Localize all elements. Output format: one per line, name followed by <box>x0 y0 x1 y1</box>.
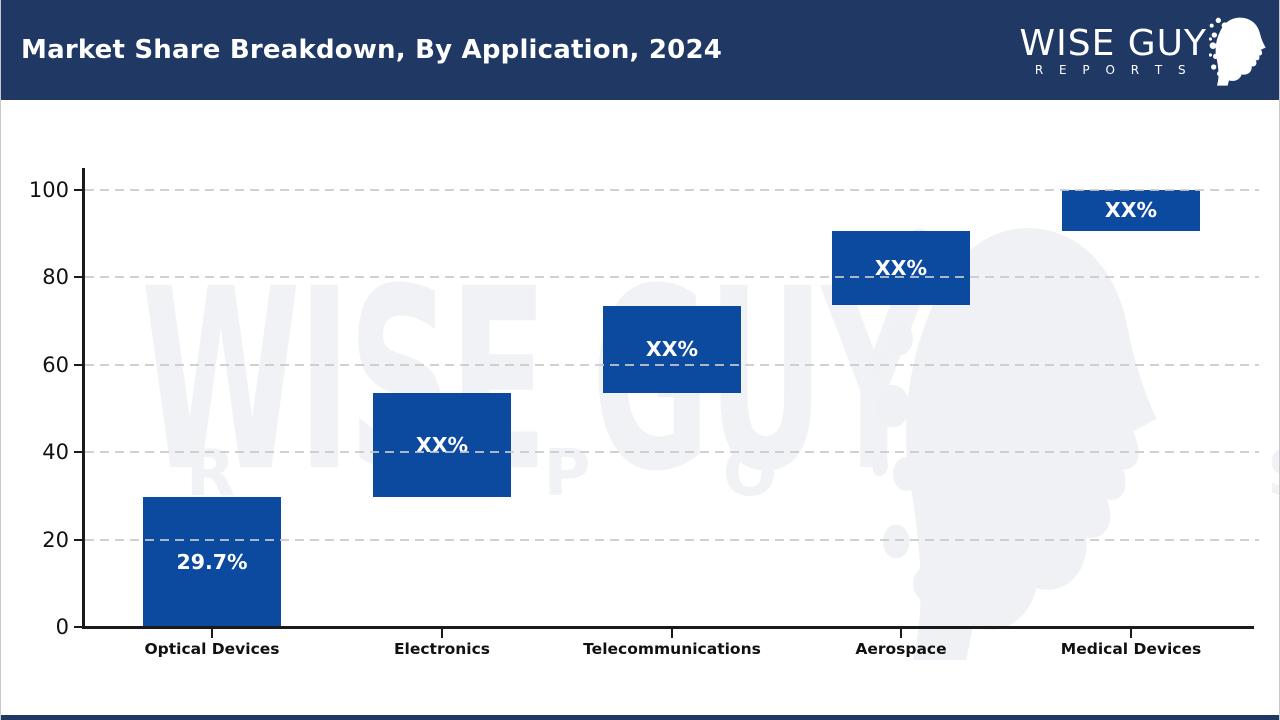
bar-electronics: XX% <box>373 392 511 498</box>
y-tick-label-40: 40 <box>42 440 69 464</box>
x-tick-aerospace <box>900 629 902 638</box>
y-tick-label-60: 60 <box>42 352 69 377</box>
y-tick-40 <box>74 451 82 453</box>
y-tick-100 <box>74 188 82 191</box>
bar-value-label-aerospace: XX% <box>874 256 928 281</box>
category-label-aerospace: Aerospace <box>855 640 947 658</box>
waterfall-chart: 0 20 40 60 80 100 29.7% XX% XX% XX% XX% Optical Dev… <box>1 100 1279 715</box>
gridline-60 <box>85 363 1259 366</box>
page-title: Market Share Breakdown, By Application, … <box>21 35 723 65</box>
wise-guy-reports-logo: WISE GUY R E P O R T S <box>1020 6 1270 96</box>
y-tick-80 <box>74 276 82 278</box>
y-tick-label-80: 80 <box>42 265 69 289</box>
bar-value-label-electronics: XX% <box>415 433 469 457</box>
x-tick-electronics <box>441 629 443 638</box>
y-tick-label-0: 0 <box>55 615 69 639</box>
x-tick-medical-devices <box>1130 629 1132 638</box>
header-bar: Market Share Breakdown, By Application, … <box>1 0 1279 100</box>
x-axis <box>82 626 1254 629</box>
category-label-optical-devices: Optical Devices <box>144 640 280 658</box>
logo-face-icon <box>1209 17 1266 86</box>
gridline-80 <box>85 276 1259 278</box>
logo-reports-text: R E P O R T S <box>1034 63 1192 78</box>
y-tick-0 <box>74 626 82 628</box>
x-tick-telecommunications <box>671 629 673 638</box>
footer-bar <box>1 715 1279 720</box>
x-tick-optical-devices <box>211 629 213 638</box>
bar-medical-devices: XX% <box>1062 189 1200 232</box>
category-label-medical-devices: Medical Devices <box>1060 640 1202 658</box>
gridline-100 <box>85 188 1259 191</box>
gridline-40 <box>85 451 1259 453</box>
bar-telecommunications: XX% <box>603 305 741 393</box>
y-tick-label-100: 100 <box>28 177 69 202</box>
gridline-20 <box>85 538 1259 541</box>
y-axis <box>82 168 85 629</box>
y-tick-60 <box>74 363 82 366</box>
y-tick-label-20: 20 <box>42 527 69 552</box>
bar-value-label-medical-devices: XX% <box>1104 198 1158 223</box>
category-label-electronics: Electronics <box>393 640 491 658</box>
y-tick-20 <box>74 538 82 541</box>
bar-optical-devices: 29.7% <box>143 497 281 627</box>
bar-aerospace: XX% <box>832 231 970 306</box>
bar-value-label-optical-devices: 29.7% <box>176 550 248 575</box>
category-label-telecommunications: Telecommunications <box>583 640 761 658</box>
bar-value-label-telecommunications: XX% <box>645 337 699 362</box>
watermark-wiseguy-text: WISE GUY <box>141 235 926 526</box>
logo-wiseguy-text: WISE GUY <box>1019 22 1207 64</box>
